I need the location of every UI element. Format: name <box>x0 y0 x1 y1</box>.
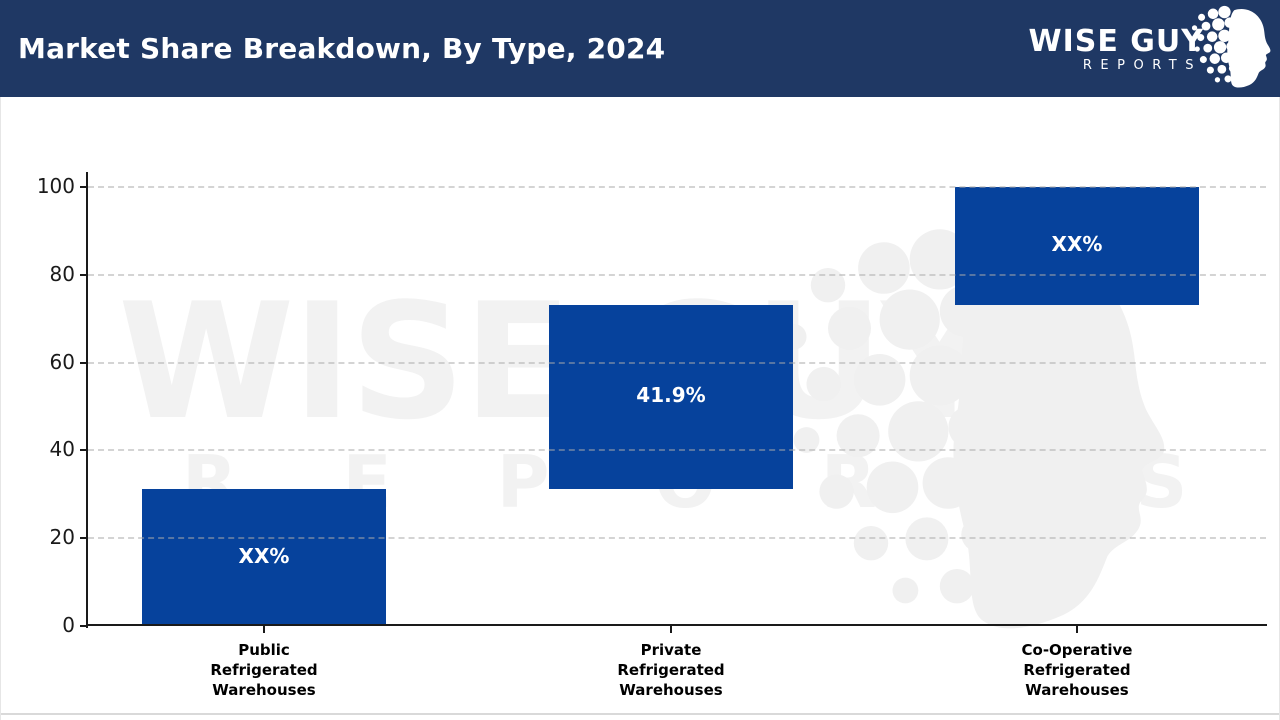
brand-logo: WISE GUY REPORTS <box>1024 0 1274 97</box>
bar-value-label: XX% <box>238 543 290 568</box>
y-tick <box>80 361 87 364</box>
x-category-label: Co-Operative Refrigerated Warehouses <box>1021 641 1133 699</box>
app-header: Market Share Breakdown, By Type, 2024 WI… <box>0 0 1280 97</box>
y-tick-label: 80 <box>49 261 75 286</box>
x-tick <box>263 626 265 633</box>
x-category-label: Public Refrigerated Warehouses <box>210 641 318 699</box>
gridline <box>88 537 1266 540</box>
bottom-border <box>0 713 1280 715</box>
y-tick-label: 100 <box>36 174 75 198</box>
x-axis-spine <box>87 624 1267 626</box>
y-axis-spine <box>86 172 88 628</box>
dotted-head-icon <box>1188 5 1271 88</box>
x-tick <box>670 626 672 633</box>
page-title: Market Share Breakdown, By Type, 2024 <box>18 32 666 65</box>
logo-subtext: REPORTS <box>1082 58 1202 73</box>
gridline <box>88 449 1266 452</box>
y-tick <box>80 449 87 452</box>
y-tick <box>80 186 87 188</box>
left-border <box>0 97 1 720</box>
bar <box>142 489 386 626</box>
gridline <box>88 186 1266 188</box>
logo-wordmark: WISE GUY <box>1028 24 1204 59</box>
y-tick <box>80 625 87 627</box>
bar <box>549 305 793 490</box>
y-tick <box>80 273 87 276</box>
plot-area: 0 20 40 60 80 100 XX% Public Refrigerated Wareh… <box>0 97 1280 720</box>
bar <box>955 187 1199 306</box>
y-tick <box>80 537 87 540</box>
x-tick <box>1076 626 1078 633</box>
y-tick-label: 20 <box>49 525 75 550</box>
bar-value-label: XX% <box>1051 232 1103 257</box>
x-category-label: Private Refrigerated Warehouses <box>617 641 725 699</box>
gridline <box>88 361 1266 364</box>
y-tick-label: 60 <box>49 349 75 374</box>
gridline <box>88 273 1266 276</box>
y-tick-label: 0 <box>62 613 75 637</box>
y-tick-label: 40 <box>49 437 75 462</box>
bar-value-label: 41.9% <box>636 383 706 408</box>
